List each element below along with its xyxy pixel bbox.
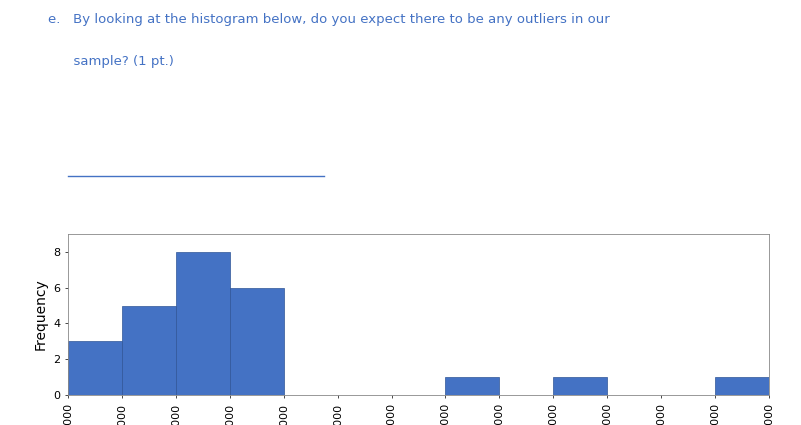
Bar: [553, 377, 607, 395]
Bar: [68, 341, 122, 395]
Bar: [176, 252, 230, 395]
Bar: [715, 377, 769, 395]
Bar: [122, 306, 176, 395]
Text: sample? (1 pt.): sample? (1 pt.): [48, 55, 174, 68]
Text: e.   By looking at the histogram below, do you expect there to be any outliers i: e. By looking at the histogram below, do…: [48, 13, 610, 26]
Bar: [445, 377, 499, 395]
Y-axis label: Frequency: Frequency: [34, 279, 48, 350]
Bar: [230, 288, 284, 395]
